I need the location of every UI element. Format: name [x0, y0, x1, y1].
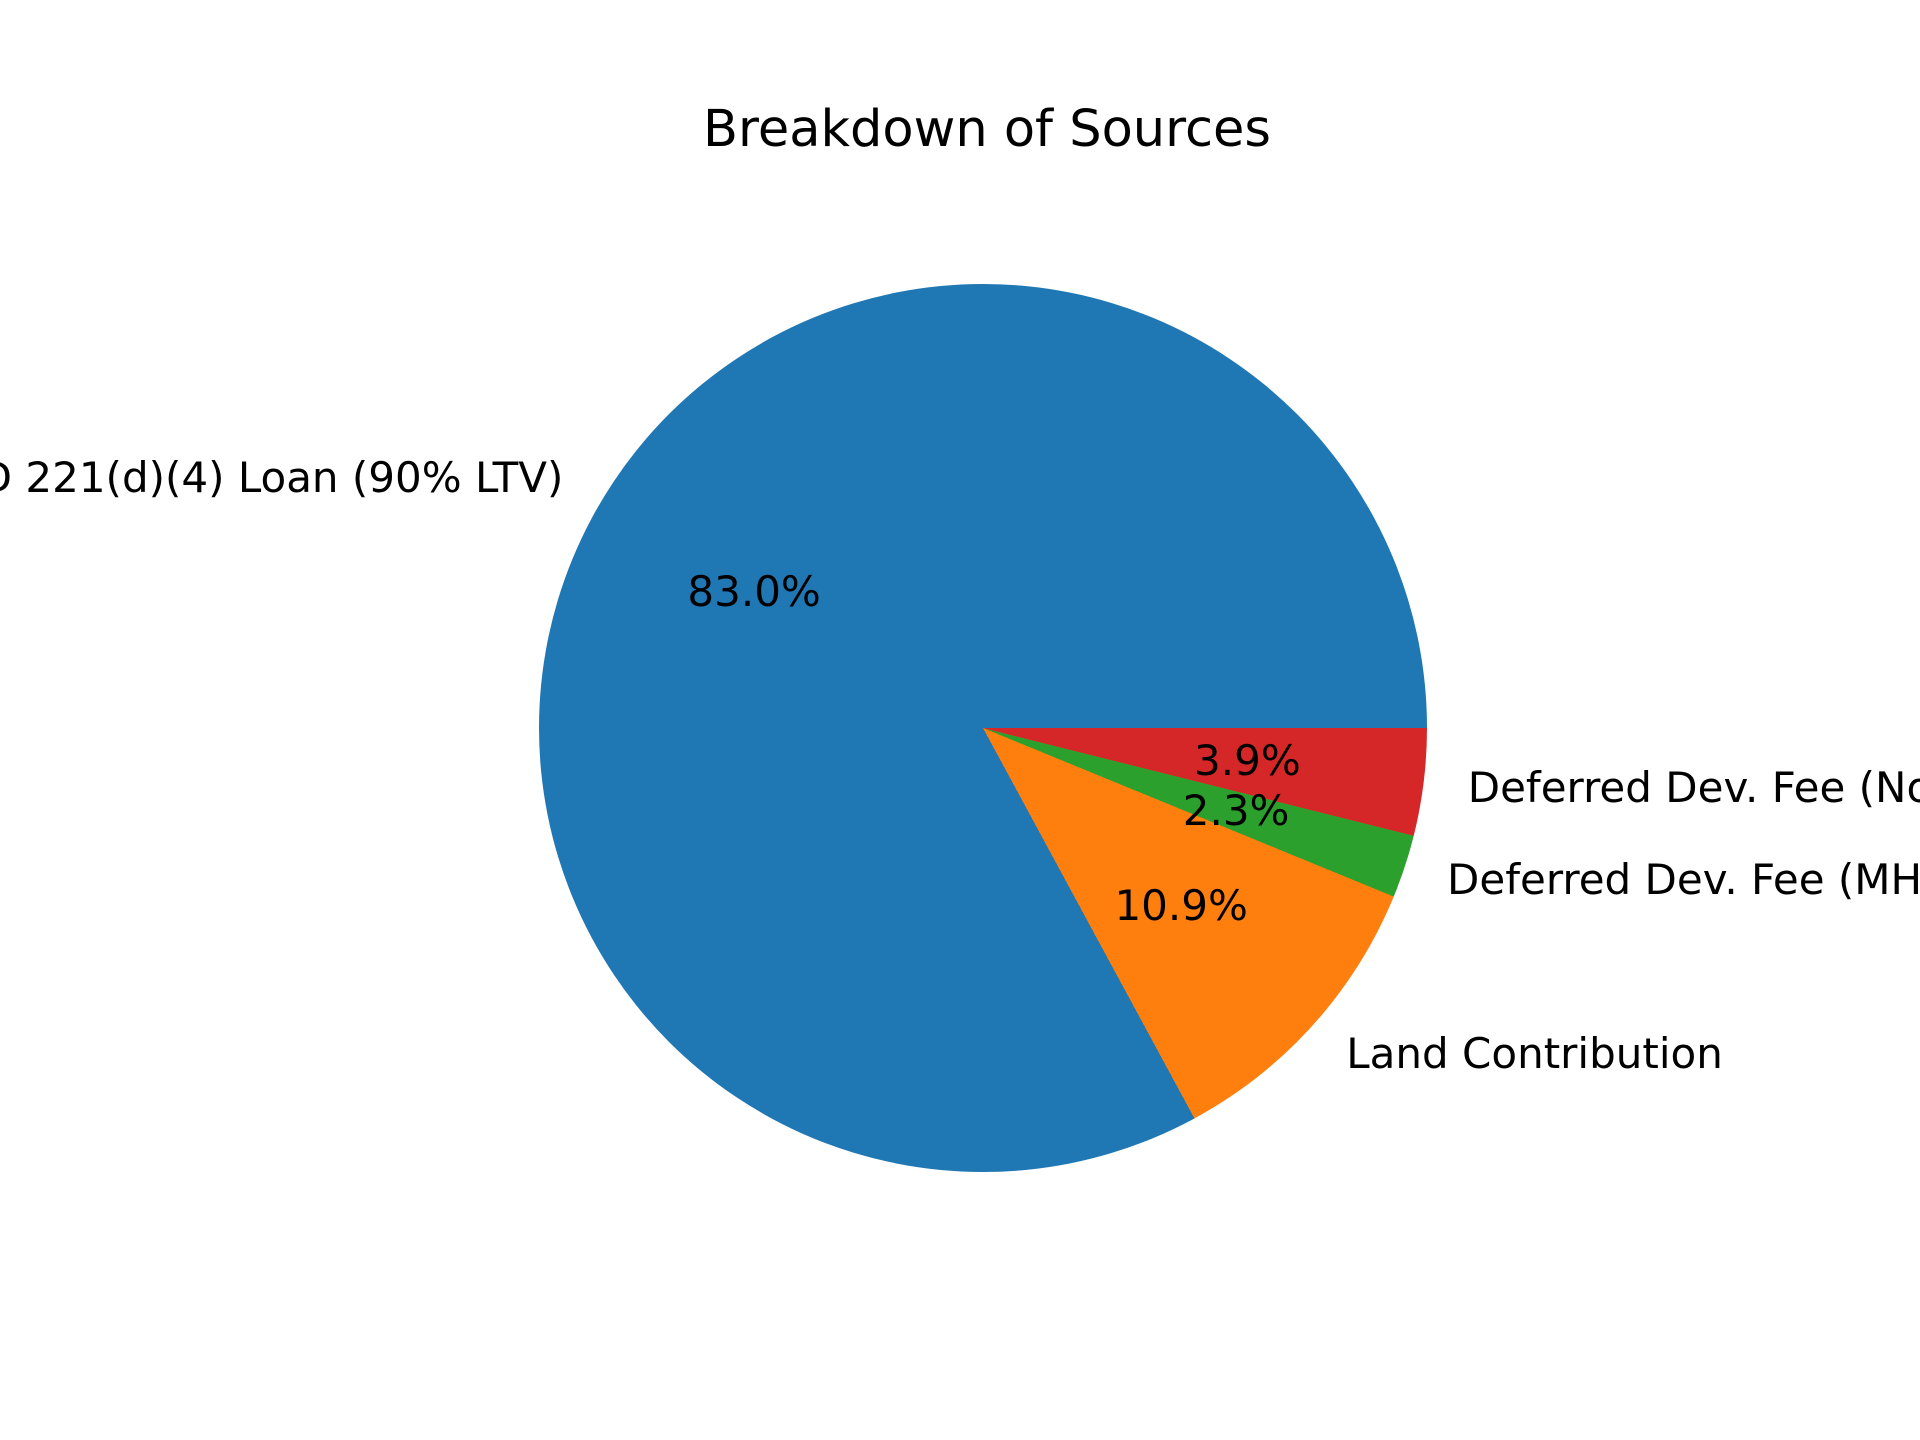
slice-label: Deferred Dev. Fee (MH — [1447, 855, 1920, 905]
pie-chart — [539, 284, 1427, 1172]
slice-label: Land Contribution — [1346, 1029, 1723, 1079]
slice-pct-label: 10.9% — [1114, 880, 1248, 930]
slice-label: D 221(d)(4) Loan (90% LTV) — [0, 452, 564, 502]
slice-pct-label: 2.3% — [1182, 785, 1290, 835]
slice-pct-label: 3.9% — [1194, 735, 1301, 785]
slice-label: Deferred Dev. Fee (No — [1467, 762, 1920, 812]
chart-title: Breakdown of Sources — [703, 99, 1271, 159]
slice-pct-label: 83.0% — [687, 566, 821, 616]
